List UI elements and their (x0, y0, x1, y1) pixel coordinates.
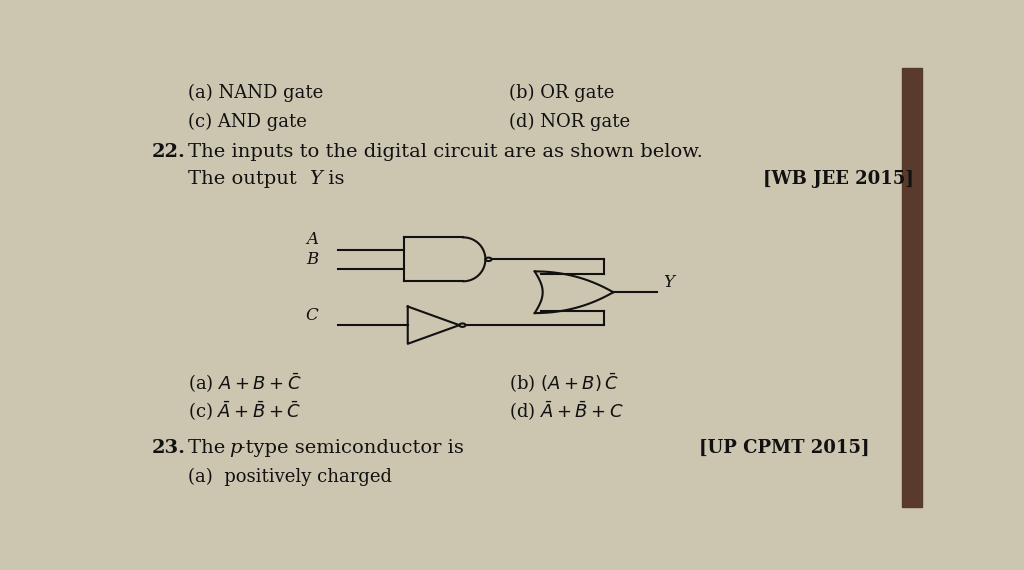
Text: (b) OR gate: (b) OR gate (509, 84, 614, 102)
Text: is: is (323, 170, 345, 188)
Text: [WB JEE 2015]: [WB JEE 2015] (763, 170, 913, 188)
Text: (a) NAND gate: (a) NAND gate (187, 84, 323, 102)
Text: (d) $\bar{A} + \bar{B} + C$: (d) $\bar{A} + \bar{B} + C$ (509, 400, 624, 424)
Text: 22.: 22. (152, 143, 185, 161)
Text: C: C (306, 307, 318, 324)
Text: (d) NOR gate: (d) NOR gate (509, 112, 630, 131)
Text: The inputs to the digital circuit are as shown below.: The inputs to the digital circuit are as… (187, 143, 702, 161)
Text: -type semiconductor is: -type semiconductor is (240, 439, 464, 457)
Text: [UP CPMT 2015]: [UP CPMT 2015] (699, 439, 870, 457)
Text: A: A (306, 231, 318, 249)
Text: 23.: 23. (152, 439, 185, 457)
Text: The: The (187, 439, 231, 457)
Bar (902, 68, 922, 507)
Text: B: B (306, 251, 318, 268)
Text: Y: Y (309, 170, 322, 188)
Text: (c) $\bar{A} + \bar{B} + \bar{C}$: (c) $\bar{A} + \bar{B} + \bar{C}$ (187, 400, 301, 424)
Text: (c) AND gate: (c) AND gate (187, 112, 306, 131)
Text: Y: Y (664, 274, 674, 291)
Text: p: p (229, 439, 242, 457)
Text: (b) $(A + B)\,\bar{C}$: (b) $(A + B)\,\bar{C}$ (509, 371, 618, 394)
Text: (a)  positively charged: (a) positively charged (187, 468, 391, 486)
Text: (a) $A + B + \bar{C}$: (a) $A + B + \bar{C}$ (187, 371, 301, 394)
Text: The output: The output (187, 170, 302, 188)
